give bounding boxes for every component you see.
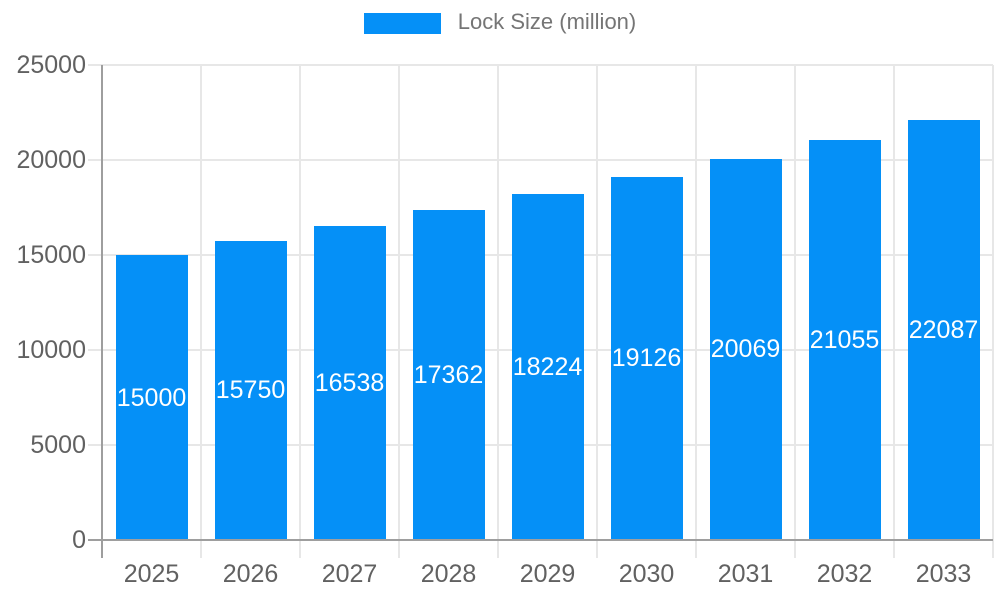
x-tick-label: 2026	[222, 560, 279, 588]
y-tick-mark	[88, 64, 102, 66]
x-gridline	[299, 65, 301, 558]
bar[interactable]	[907, 120, 980, 540]
y-tick-label: 25000	[16, 51, 86, 79]
x-axis-line	[88, 539, 993, 541]
x-gridline	[893, 65, 895, 558]
x-gridline	[695, 65, 697, 558]
y-tick-label: 15000	[16, 241, 86, 269]
x-tick-label: 2030	[618, 560, 675, 588]
y-tick-mark	[88, 444, 102, 446]
x-tick-label: 2028	[420, 560, 477, 588]
legend-swatch-icon	[363, 12, 441, 34]
bar[interactable]	[610, 176, 683, 540]
y-tick-label: 5000	[30, 431, 86, 459]
bar[interactable]	[313, 225, 386, 540]
y-gridline	[102, 159, 993, 161]
x-tick-label: 2031	[717, 560, 774, 588]
x-tick-label: 2027	[321, 560, 378, 588]
y-tick-mark	[88, 159, 102, 161]
x-tick-label: 2025	[123, 560, 180, 588]
x-gridline	[992, 65, 994, 558]
x-tick-label: 2032	[816, 560, 873, 588]
x-gridline	[794, 65, 796, 558]
x-gridline	[596, 65, 598, 558]
y-axis-line	[101, 65, 103, 558]
y-tick-label: 10000	[16, 336, 86, 364]
bar[interactable]	[709, 158, 782, 540]
y-gridline	[102, 64, 993, 66]
bar[interactable]	[808, 139, 881, 540]
x-tick-label: 2029	[519, 560, 576, 588]
legend-label: Lock Size (million)	[457, 9, 637, 34]
bar[interactable]	[214, 240, 287, 540]
bar[interactable]	[511, 193, 584, 540]
x-gridline	[497, 65, 499, 558]
x-gridline	[200, 65, 202, 558]
y-tick-label: 20000	[16, 146, 86, 174]
x-tick-label: 2033	[915, 560, 972, 588]
y-tick-label: 0	[72, 526, 86, 554]
legend[interactable]: Lock Size (million)	[0, 0, 1000, 44]
y-tick-mark	[88, 349, 102, 351]
y-tick-mark	[88, 254, 102, 256]
bar[interactable]	[115, 255, 188, 540]
x-gridline	[398, 65, 400, 558]
bar[interactable]	[412, 210, 485, 540]
